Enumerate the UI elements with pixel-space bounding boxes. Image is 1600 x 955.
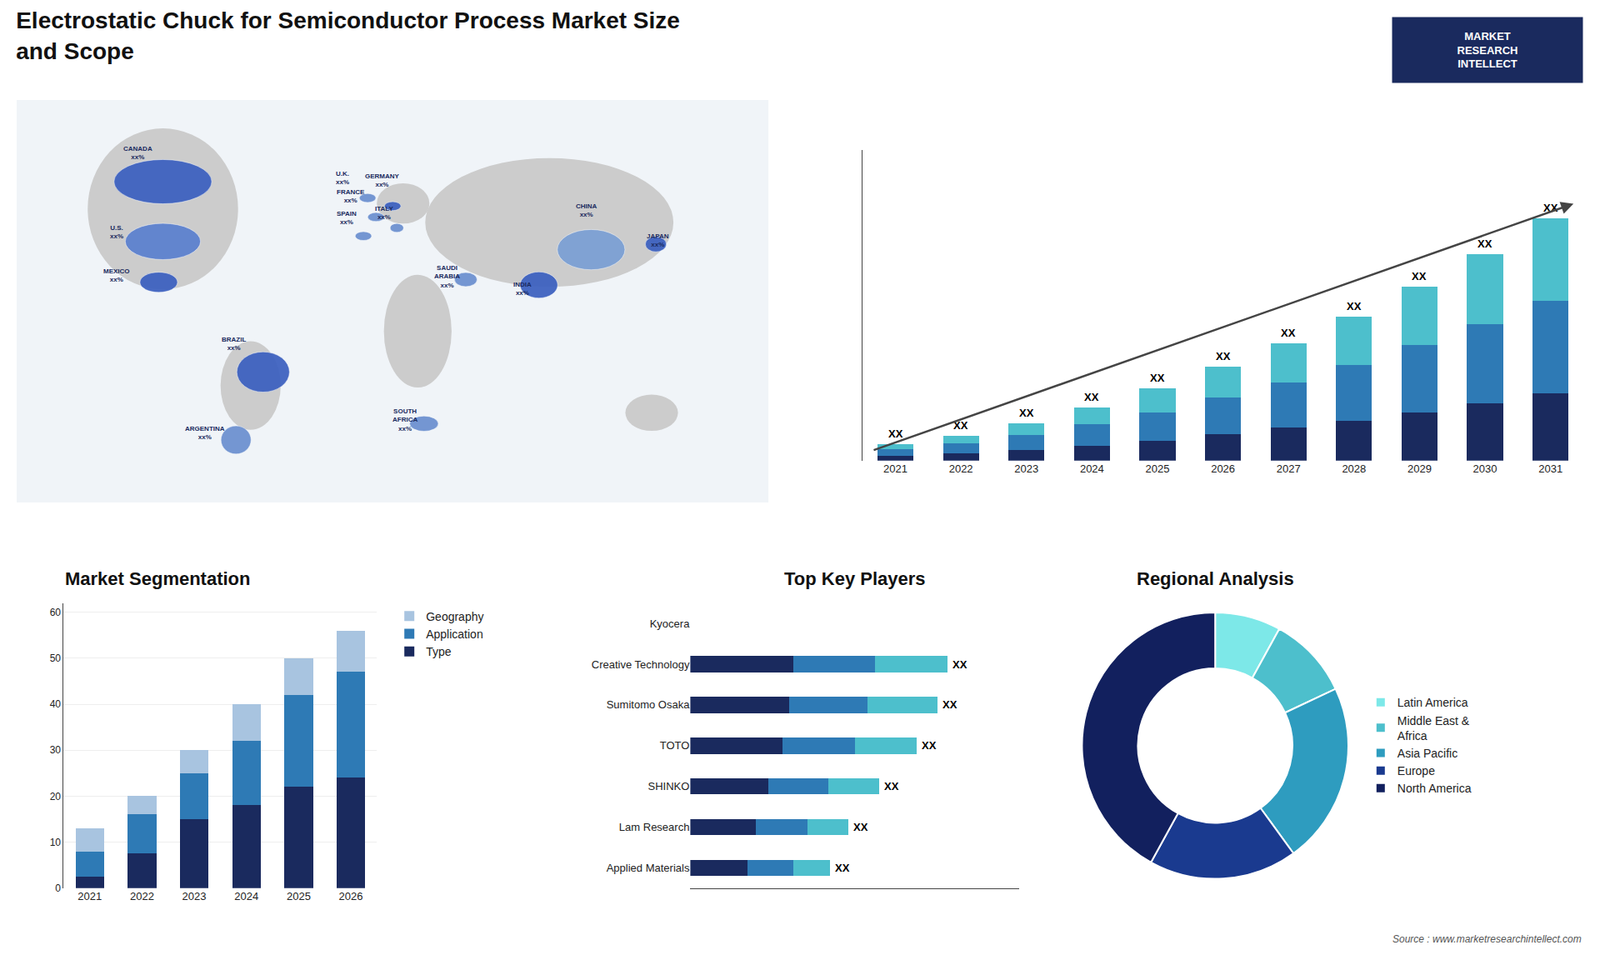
svg-text:XX: XX — [921, 739, 937, 752]
svg-text:2026: 2026 — [339, 890, 364, 903]
svg-text:Market Segmentation: Market Segmentation — [65, 568, 251, 590]
svg-text:50: 50 — [50, 652, 62, 665]
svg-text:20: 20 — [50, 790, 62, 803]
svg-text:Kyocera: Kyocera — [650, 617, 690, 630]
svg-text:U.S.xx%: U.S.xx% — [110, 224, 124, 240]
svg-text:Electrostatic Chuck for Semico: Electrostatic Chuck for Semiconductor Pr… — [15, 7, 680, 64]
svg-text:Type: Type — [425, 645, 452, 659]
svg-text:2028: 2028 — [1341, 462, 1366, 475]
svg-text:Asia Pacific: Asia Pacific — [1397, 746, 1458, 760]
svg-text:JAPANxx%: JAPANxx% — [646, 232, 670, 249]
svg-text:2030: 2030 — [1473, 462, 1498, 475]
svg-text:GERMANYxx%: GERMANYxx% — [365, 172, 400, 189]
svg-text:Creative Technology: Creative Technology — [591, 658, 690, 671]
svg-text:SAUDIARABIAxx%: SAUDIARABIAxx% — [434, 264, 460, 290]
svg-text:U.K.xx%: U.K.xx% — [335, 170, 350, 186]
svg-text:Lam Research: Lam Research — [619, 820, 690, 834]
svg-text:0: 0 — [55, 882, 61, 895]
svg-text:ITALYxx%: ITALYxx% — [375, 205, 394, 221]
svg-text:2029: 2029 — [1407, 462, 1432, 475]
svg-text:2024: 2024 — [234, 890, 259, 903]
svg-text:ARGENTINAxx%: ARGENTINAxx% — [185, 425, 225, 441]
svg-text:2031: 2031 — [1538, 462, 1563, 475]
svg-text:XX: XX — [1084, 390, 1100, 404]
svg-text:2023: 2023 — [182, 890, 207, 903]
svg-text:Sumitomo Osaka: Sumitomo Osaka — [606, 698, 690, 711]
svg-text:XX: XX — [853, 820, 869, 834]
svg-text:Europe: Europe — [1397, 764, 1435, 778]
svg-text:2021: 2021 — [77, 890, 102, 903]
svg-text:Application: Application — [425, 627, 484, 641]
svg-text:XX: XX — [884, 780, 900, 793]
svg-text:MARKETRESEARCHINTELLECT: MARKETRESEARCHINTELLECT — [1457, 30, 1519, 71]
svg-text:MEXICOxx%: MEXICOxx% — [103, 267, 130, 284]
svg-text:XX: XX — [1543, 201, 1559, 215]
svg-text:2021: 2021 — [883, 462, 908, 475]
svg-text:2022: 2022 — [949, 462, 974, 475]
svg-text:Geography: Geography — [425, 610, 484, 624]
svg-text:2024: 2024 — [1080, 462, 1105, 475]
svg-text:XX: XX — [1411, 270, 1427, 283]
svg-text:2025: 2025 — [1145, 462, 1170, 475]
svg-text:30: 30 — [50, 744, 62, 756]
svg-text:SHINKO: SHINKO — [648, 780, 690, 793]
svg-text:2027: 2027 — [1276, 462, 1301, 475]
svg-text:XX: XX — [888, 427, 904, 440]
svg-text:XX: XX — [1346, 300, 1362, 313]
svg-text:60: 60 — [50, 606, 62, 619]
svg-text:XX: XX — [835, 861, 850, 875]
svg-text:10: 10 — [50, 836, 62, 849]
svg-text:2023: 2023 — [1014, 462, 1039, 475]
svg-text:Regional Analysis: Regional Analysis — [1136, 568, 1295, 590]
svg-text:CANADAxx%: CANADAxx% — [123, 145, 153, 161]
svg-text:North America: North America — [1397, 781, 1472, 795]
svg-text:CHINAxx%: CHINAxx% — [575, 202, 598, 219]
svg-text:Middle East &Africa: Middle East &Africa — [1397, 714, 1470, 743]
svg-text:2025: 2025 — [286, 890, 311, 903]
svg-text:XX: XX — [952, 658, 968, 671]
svg-text:FRANCExx%: FRANCExx% — [336, 188, 365, 205]
svg-text:XX: XX — [1280, 326, 1296, 340]
svg-text:40: 40 — [50, 698, 62, 710]
svg-text:2026: 2026 — [1210, 462, 1235, 475]
svg-text:XX: XX — [1215, 350, 1231, 363]
svg-text:Top Key Players: Top Key Players — [784, 568, 926, 590]
svg-text:Applied Materials: Applied Materials — [606, 861, 690, 875]
svg-text:XX: XX — [942, 698, 958, 711]
svg-text:XX: XX — [1150, 371, 1165, 385]
svg-text:TOTO: TOTO — [660, 739, 690, 752]
svg-text:SPAINxx%: SPAINxx% — [336, 210, 357, 226]
svg-text:XX: XX — [1019, 406, 1035, 420]
svg-text:SOUTHAFRICAxx%: SOUTHAFRICAxx% — [392, 407, 418, 433]
svg-text:XX: XX — [1477, 237, 1493, 250]
svg-text:XX: XX — [953, 419, 969, 432]
svg-text:Source : www.marketresearchint: Source : www.marketresearchintellect.com — [1392, 933, 1582, 945]
svg-text:BRAZILxx%: BRAZILxx% — [221, 335, 246, 352]
svg-text:INDIAxx%: INDIAxx% — [513, 280, 532, 297]
svg-text:2022: 2022 — [130, 890, 155, 903]
svg-text:Latin America: Latin America — [1397, 695, 1469, 710]
